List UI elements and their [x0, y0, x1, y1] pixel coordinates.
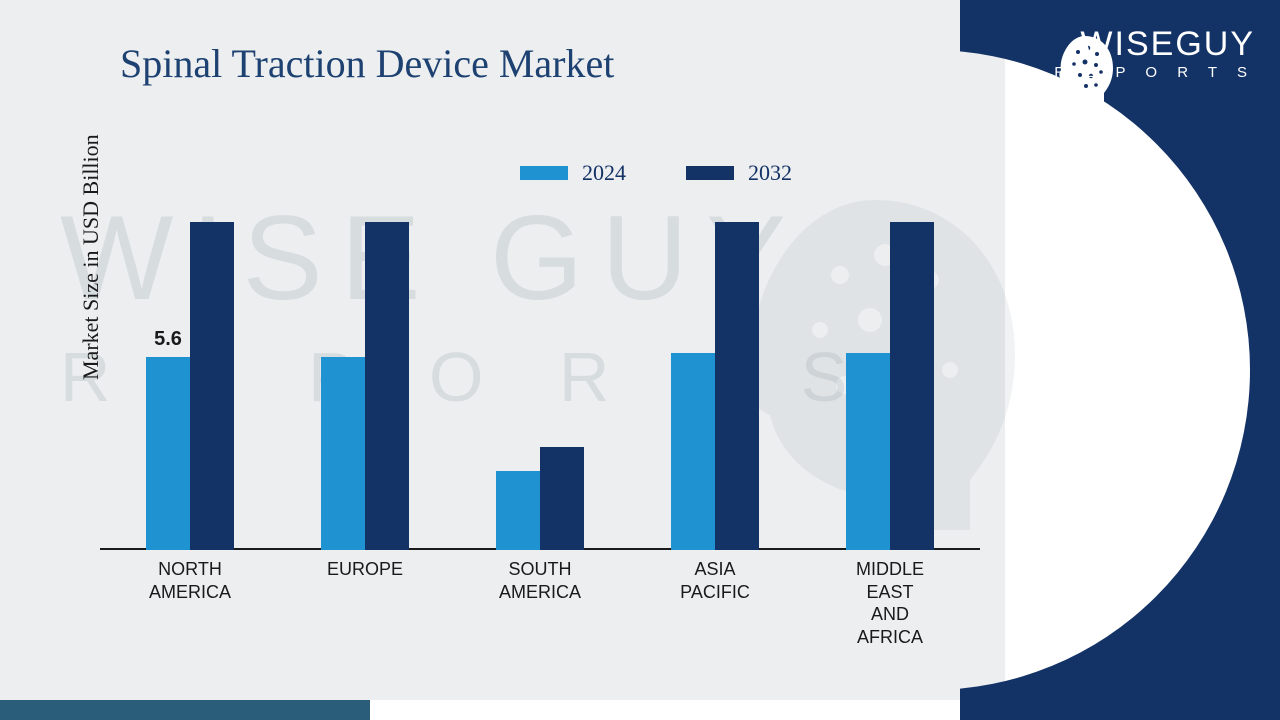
legend-label-2024: 2024: [582, 160, 626, 186]
legend-swatch-2024: [520, 166, 568, 180]
chart-title: Spinal Traction Device Market: [120, 40, 614, 87]
right-panel: WISEGUY R E P O R T S: [960, 0, 1280, 720]
bar-value-label: 5.6: [154, 328, 182, 351]
y-axis-label: Market Size in USD Billion: [78, 134, 104, 380]
page-root: WISE GUY R E P O R T S Spinal Traction D…: [0, 0, 1280, 720]
brand-line1: WISEGUY: [1054, 25, 1255, 64]
bar-2032: [190, 222, 234, 550]
legend-item-2032: 2032: [686, 160, 792, 186]
x-axis-label: NORTHAMERICA: [130, 558, 250, 603]
bar-2024: [671, 353, 715, 550]
bar-2032: [715, 222, 759, 550]
bar-2024: [496, 471, 540, 550]
bottom-strip: [0, 700, 370, 720]
plot-area: 5.6: [110, 205, 970, 550]
bar-2024: [846, 353, 890, 550]
legend-swatch-2032: [686, 166, 734, 180]
brand-line2: R E P O R T S: [1054, 64, 1255, 81]
legend-item-2024: 2024: [520, 160, 626, 186]
bar-2024: [146, 357, 190, 550]
x-axis-label: SOUTHAMERICA: [480, 558, 600, 603]
brand-logo: WISEGUY R E P O R T S: [1054, 25, 1255, 81]
legend-label-2032: 2032: [748, 160, 792, 186]
bar-2032: [365, 222, 409, 550]
bar-2032: [540, 447, 584, 551]
bar-2024: [321, 357, 365, 550]
legend: 2024 2032: [520, 160, 792, 186]
chart-card: WISE GUY R E P O R T S Spinal Traction D…: [0, 0, 1005, 700]
bar-2032: [890, 222, 934, 550]
x-axis-label: ASIAPACIFIC: [655, 558, 775, 603]
right-panel-shape: [960, 0, 1280, 720]
x-axis-label: EUROPE: [305, 558, 425, 581]
x-axis-label: MIDDLEEASTANDAFRICA: [830, 558, 950, 648]
